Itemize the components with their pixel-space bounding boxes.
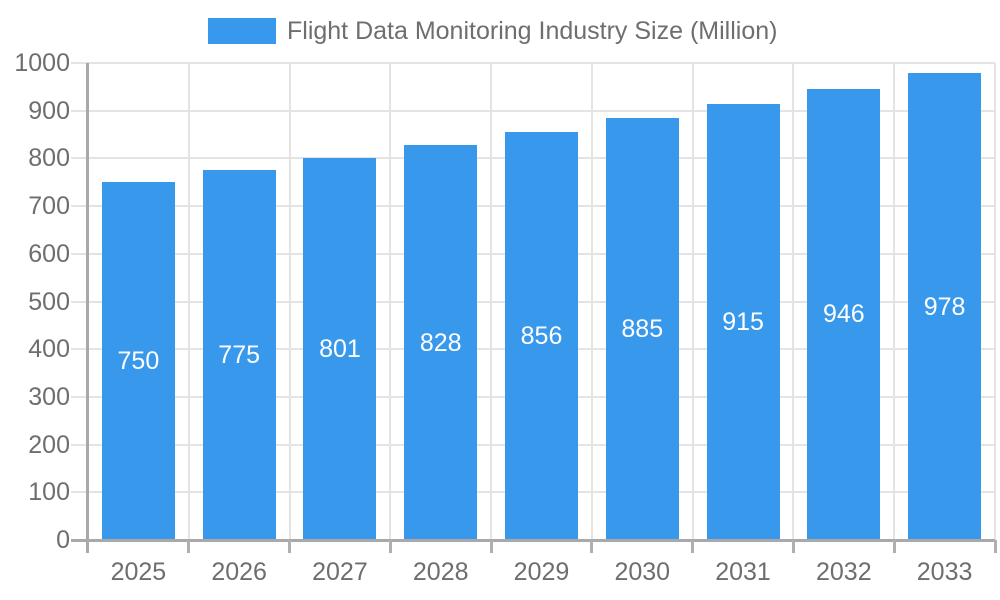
bar-value-label: 775 (218, 341, 261, 370)
x-axis-tick-label: 2032 (816, 558, 872, 586)
y-axis-tick-label: 600 (28, 239, 70, 268)
gridline-vertical (288, 63, 291, 540)
y-axis-tick-label: 400 (28, 335, 70, 364)
x-axis-tick-label: 2031 (715, 558, 771, 586)
y-axis-tick-label: 300 (28, 382, 70, 411)
bar-2030[interactable] (605, 117, 679, 540)
bar-value-label: 915 (722, 307, 764, 336)
gridline-horizontal (71, 62, 995, 64)
x-axis-tick (489, 540, 493, 553)
bar-2025[interactable] (101, 182, 175, 540)
gridline-vertical (691, 63, 694, 540)
gridline-vertical (893, 63, 896, 540)
bar-2033[interactable] (908, 73, 982, 540)
legend[interactable]: Flight Data Monitoring Industry Size (Mi… (208, 18, 777, 44)
bar-2026[interactable] (202, 170, 276, 540)
x-axis-tick-label: 2030 (614, 558, 671, 586)
bar-2031[interactable] (706, 103, 780, 540)
bar-value-label: 946 (822, 300, 865, 329)
bar-2032[interactable] (807, 88, 881, 540)
bar-value-label: 978 (923, 292, 966, 321)
bar-value-label: 885 (621, 314, 664, 343)
bar-2029[interactable] (505, 131, 578, 540)
y-axis-tick-label: 900 (28, 96, 70, 125)
gridline-vertical (994, 63, 996, 540)
x-axis-tick-label: 2027 (312, 558, 368, 586)
x-axis-tick (187, 540, 191, 553)
x-axis-tick-label: 2026 (211, 558, 267, 586)
x-axis-tick (791, 540, 795, 553)
y-axis-tick-label: 0 (56, 526, 70, 554)
bar-value-label: 750 (117, 347, 160, 376)
x-axis-tick (993, 540, 997, 553)
y-axis-tick-label: 700 (28, 192, 70, 221)
gridline-vertical (490, 63, 493, 540)
x-axis-tick (288, 540, 292, 553)
x-axis-tick (388, 540, 392, 553)
x-axis-tick-label: 2033 (916, 558, 973, 586)
y-axis-tick-label: 100 (28, 478, 70, 507)
bar-2028[interactable] (404, 145, 478, 540)
x-axis-tick-label: 2029 (513, 558, 570, 586)
gridline-vertical (389, 63, 392, 540)
legend-swatch (208, 18, 276, 44)
x-axis-tick (590, 540, 594, 553)
x-axis-tick-label: 2025 (110, 558, 167, 586)
gridline-horizontal (71, 109, 995, 112)
y-axis-tick-label: 800 (28, 144, 70, 173)
bar-value-label: 828 (419, 328, 462, 357)
bar-2027[interactable] (303, 157, 377, 540)
bar-value-label: 856 (520, 321, 563, 350)
gridline-vertical (590, 63, 593, 540)
x-axis-tick (892, 540, 896, 553)
bar-value-label: 801 (319, 334, 361, 363)
x-axis-tick (691, 540, 695, 553)
y-axis-tick-label: 500 (28, 287, 70, 316)
y-axis-tick-label: 1000 (14, 49, 70, 77)
gridline-vertical (187, 63, 190, 540)
x-axis-tick-label: 2028 (412, 558, 469, 586)
y-axis-line (86, 63, 89, 553)
gridline-vertical (792, 63, 795, 540)
x-axis-baseline (71, 539, 995, 542)
y-axis-tick-label: 200 (28, 430, 70, 459)
legend-label: Flight Data Monitoring Industry Size (Mi… (287, 17, 778, 45)
